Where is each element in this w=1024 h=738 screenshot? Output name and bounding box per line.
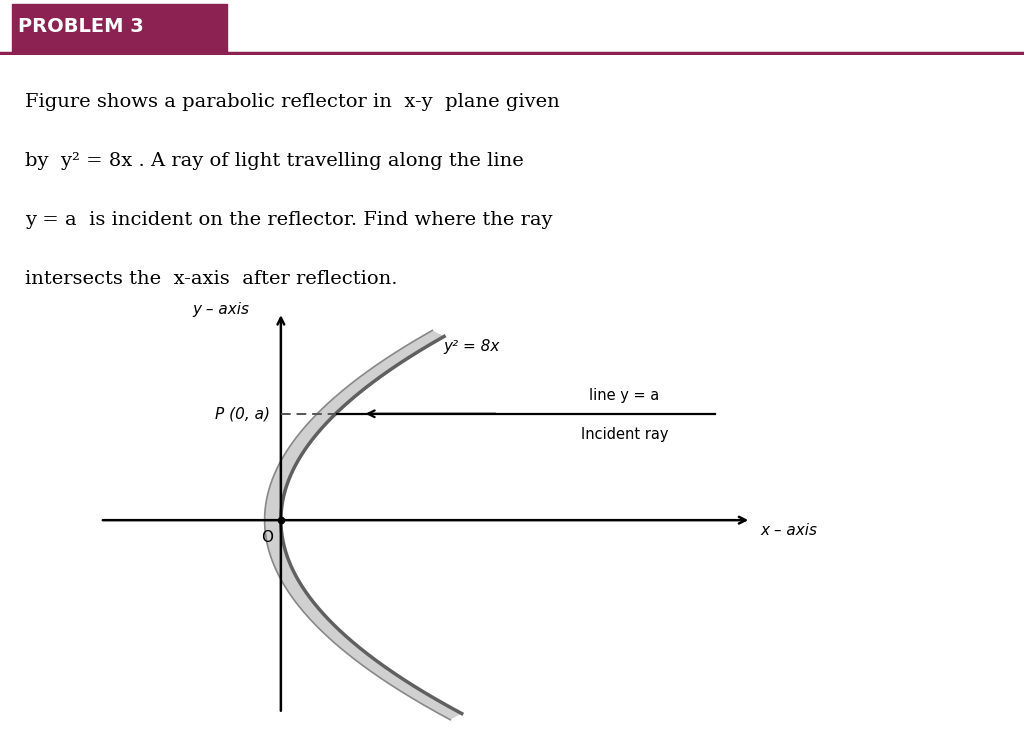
Text: intersects the  x-axis  after reflection.: intersects the x-axis after reflection. xyxy=(26,269,397,288)
Text: line y = a: line y = a xyxy=(590,388,659,403)
Text: P (0, a): P (0, a) xyxy=(215,407,270,421)
Polygon shape xyxy=(264,331,462,720)
Text: PROBLEM 3: PROBLEM 3 xyxy=(18,17,144,36)
Text: Incident ray: Incident ray xyxy=(581,427,669,441)
Text: by  y² = 8x . A ray of light travelling along the line: by y² = 8x . A ray of light travelling a… xyxy=(26,151,524,170)
FancyBboxPatch shape xyxy=(12,4,227,52)
Text: y² = 8x: y² = 8x xyxy=(443,339,500,354)
Text: O: O xyxy=(261,530,273,545)
Text: x – axis: x – axis xyxy=(760,523,817,538)
Text: y = a  is incident on the reflector. Find where the ray: y = a is incident on the reflector. Find… xyxy=(26,210,553,229)
Text: y – axis: y – axis xyxy=(193,303,249,317)
Text: Figure shows a parabolic reflector in  x-y  plane given: Figure shows a parabolic reflector in x-… xyxy=(26,92,560,111)
